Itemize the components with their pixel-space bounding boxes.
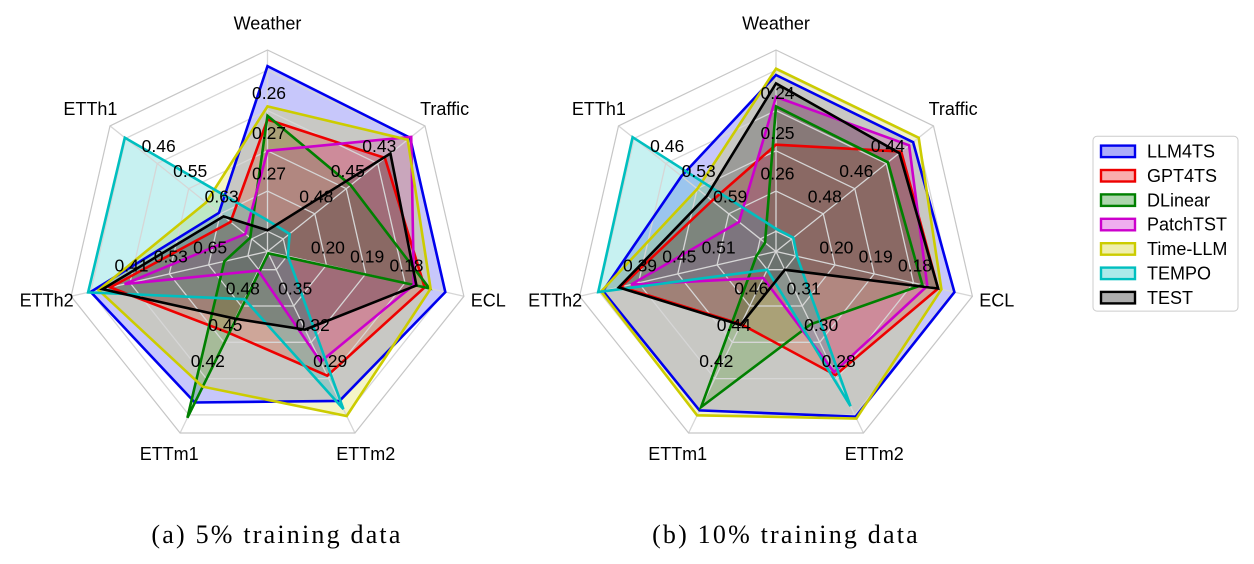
svg-text:0.53: 0.53 <box>154 246 188 266</box>
svg-text:0.48: 0.48 <box>226 279 260 299</box>
svg-text:0.53: 0.53 <box>682 161 716 181</box>
svg-text:ETTm2: ETTm2 <box>336 444 395 464</box>
svg-text:ETTh2: ETTh2 <box>20 290 74 310</box>
svg-text:ETTh1: ETTh1 <box>572 99 626 119</box>
svg-text:0.18: 0.18 <box>389 255 423 275</box>
svg-text:0.44: 0.44 <box>871 136 905 156</box>
svg-text:0.43: 0.43 <box>362 136 396 156</box>
svg-text:GPT4TS: GPT4TS <box>1147 166 1217 186</box>
svg-text:0.55: 0.55 <box>173 161 207 181</box>
svg-text:0.39: 0.39 <box>623 255 657 275</box>
svg-text:0.59: 0.59 <box>713 186 747 206</box>
svg-text:(b) 10% training data: (b) 10% training data <box>652 520 920 549</box>
svg-text:0.45: 0.45 <box>331 161 365 181</box>
svg-text:0.35: 0.35 <box>278 279 312 299</box>
svg-text:0.46: 0.46 <box>650 136 684 156</box>
svg-text:PatchTST: PatchTST <box>1147 215 1227 235</box>
svg-text:Time-LLM: Time-LLM <box>1147 239 1227 259</box>
svg-text:ETTm1: ETTm1 <box>648 444 707 464</box>
svg-text:0.27: 0.27 <box>252 164 286 184</box>
svg-text:Weather: Weather <box>234 14 302 34</box>
svg-text:Traffic: Traffic <box>929 99 978 119</box>
svg-text:LLM4TS: LLM4TS <box>1147 142 1215 162</box>
svg-text:0.19: 0.19 <box>859 246 893 266</box>
svg-text:Traffic: Traffic <box>420 99 469 119</box>
svg-text:0.26: 0.26 <box>252 83 286 103</box>
svg-text:0.46: 0.46 <box>142 136 176 156</box>
svg-text:0.42: 0.42 <box>191 351 225 371</box>
svg-text:0.65: 0.65 <box>193 238 227 258</box>
svg-text:0.30: 0.30 <box>804 315 838 335</box>
svg-text:ETTh1: ETTh1 <box>63 99 117 119</box>
svg-text:ETTh2: ETTh2 <box>528 290 582 310</box>
svg-text:0.51: 0.51 <box>702 238 736 258</box>
svg-text:0.46: 0.46 <box>734 279 768 299</box>
svg-text:ETTm1: ETTm1 <box>140 444 199 464</box>
svg-text:DLinear: DLinear <box>1147 190 1210 210</box>
svg-text:0.42: 0.42 <box>699 351 733 371</box>
svg-text:0.45: 0.45 <box>662 246 696 266</box>
svg-text:ECL: ECL <box>979 290 1014 310</box>
svg-text:0.45: 0.45 <box>208 315 242 335</box>
svg-text:0.41: 0.41 <box>114 255 148 275</box>
svg-text:0.27: 0.27 <box>252 123 286 143</box>
svg-text:0.48: 0.48 <box>808 186 842 206</box>
svg-text:0.32: 0.32 <box>296 315 330 335</box>
svg-text:ECL: ECL <box>471 290 506 310</box>
svg-text:0.31: 0.31 <box>787 279 821 299</box>
svg-text:0.18: 0.18 <box>898 255 932 275</box>
svg-text:Weather: Weather <box>742 14 810 34</box>
svg-text:0.20: 0.20 <box>311 238 345 258</box>
svg-text:0.29: 0.29 <box>313 351 347 371</box>
svg-text:0.28: 0.28 <box>822 351 856 371</box>
svg-text:TEMPO: TEMPO <box>1147 264 1211 284</box>
svg-text:0.25: 0.25 <box>760 123 794 143</box>
svg-text:TEST: TEST <box>1147 288 1193 308</box>
svg-text:0.19: 0.19 <box>350 246 384 266</box>
svg-text:0.24: 0.24 <box>760 83 794 103</box>
svg-text:0.63: 0.63 <box>205 186 239 206</box>
svg-text:ETTm2: ETTm2 <box>845 444 904 464</box>
svg-text:0.20: 0.20 <box>819 238 853 258</box>
svg-text:0.46: 0.46 <box>839 161 873 181</box>
svg-text:(a) 5% training data: (a) 5% training data <box>151 520 402 549</box>
svg-text:0.26: 0.26 <box>760 164 794 184</box>
svg-text:0.44: 0.44 <box>717 315 751 335</box>
svg-text:0.48: 0.48 <box>299 186 333 206</box>
